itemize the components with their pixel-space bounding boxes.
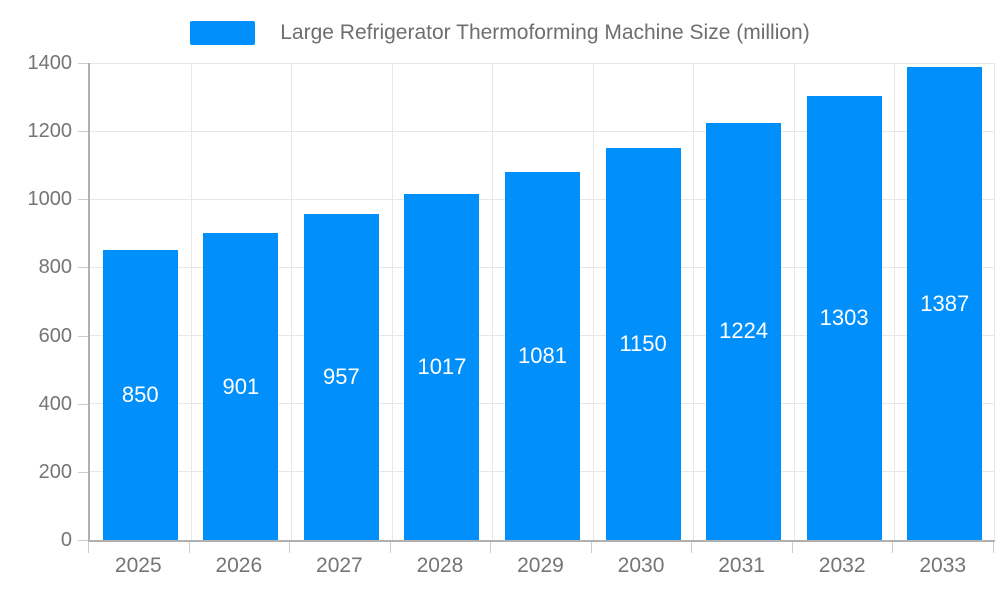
y-tick-label: 200 [38, 460, 72, 483]
y-tick-mark [78, 199, 88, 201]
legend-swatch [190, 21, 256, 45]
x-axis-label: 2031 [718, 554, 765, 577]
x-tick-mark [892, 542, 894, 553]
bar-value-label: 1303 [819, 305, 869, 331]
x-tick-mark [389, 542, 391, 553]
gridline-vertical [994, 63, 995, 540]
gridline-vertical [391, 63, 393, 540]
bar: 1387 [907, 67, 983, 540]
y-tick-label: 0 [60, 529, 72, 551]
y-tick-label: 1000 [27, 188, 73, 211]
y-tick-mark [78, 267, 88, 269]
bar: 1081 [505, 171, 580, 540]
y-tick-mark [78, 63, 88, 64]
bar-value-label: 901 [222, 373, 260, 399]
bar-value-label: 1017 [417, 353, 467, 379]
gridline-vertical [592, 63, 594, 540]
y-tick-label: 400 [38, 392, 72, 415]
x-tick-mark [691, 542, 693, 553]
bar: 1303 [806, 96, 882, 540]
x-axis-label: 2033 [919, 554, 967, 577]
gridline-vertical [793, 63, 795, 540]
x-axis-label: 2027 [316, 554, 363, 577]
y-tick-mark [78, 131, 88, 133]
legend-item[interactable]: Large Refrigerator Thermoforming Machine… [0, 18, 1000, 48]
bar-value-label: 850 [121, 382, 159, 408]
x-tick-mark [88, 542, 89, 553]
y-tick-label: 800 [38, 256, 72, 279]
bar-value-label: 957 [323, 363, 360, 389]
y-tick-label: 1200 [27, 120, 73, 143]
legend-label: Large Refrigerator Thermoforming Machine… [280, 21, 810, 44]
y-tick-label: 1400 [27, 52, 73, 74]
bar-value-label: 1150 [619, 331, 667, 357]
gridline-vertical [894, 63, 896, 540]
bar-value-label: 1387 [920, 290, 970, 316]
bar: 1224 [706, 122, 782, 540]
x-tick-mark [993, 542, 994, 553]
y-tick-mark [78, 403, 88, 405]
bar: 1017 [404, 193, 480, 540]
x-tick-mark [791, 542, 793, 553]
bar-value-label: 1081 [518, 342, 567, 368]
gridline-horizontal [90, 130, 995, 132]
x-axis-label: 2026 [215, 554, 263, 577]
bar: 850 [102, 250, 178, 540]
bar: 957 [303, 213, 379, 540]
gridline-horizontal [90, 62, 995, 64]
x-axis-label: 2032 [818, 554, 866, 577]
x-tick-mark [490, 542, 492, 553]
x-axis-label: 2025 [114, 554, 162, 577]
x-axis-label: 2028 [416, 554, 464, 577]
bar-value-label: 1224 [719, 318, 769, 344]
gridline-vertical [190, 63, 192, 540]
plot-area: 850 901 957 1017 1081 1150 1224 1303 1387 [88, 62, 995, 542]
x-tick-mark [590, 542, 592, 553]
x-axis-label: 2030 [617, 554, 665, 577]
y-tick-mark [78, 471, 88, 473]
y-tick-mark [78, 335, 88, 337]
x-axis-label: 2029 [517, 554, 564, 577]
y-tick-label: 600 [38, 324, 72, 347]
gridline-vertical [693, 63, 695, 540]
gridline-vertical [291, 63, 293, 540]
gridline-vertical [492, 63, 494, 540]
bar: 1150 [605, 148, 681, 540]
y-tick-mark [78, 540, 88, 541]
x-tick-mark [289, 542, 291, 553]
x-tick-mark [188, 542, 190, 553]
bar: 901 [203, 233, 279, 540]
